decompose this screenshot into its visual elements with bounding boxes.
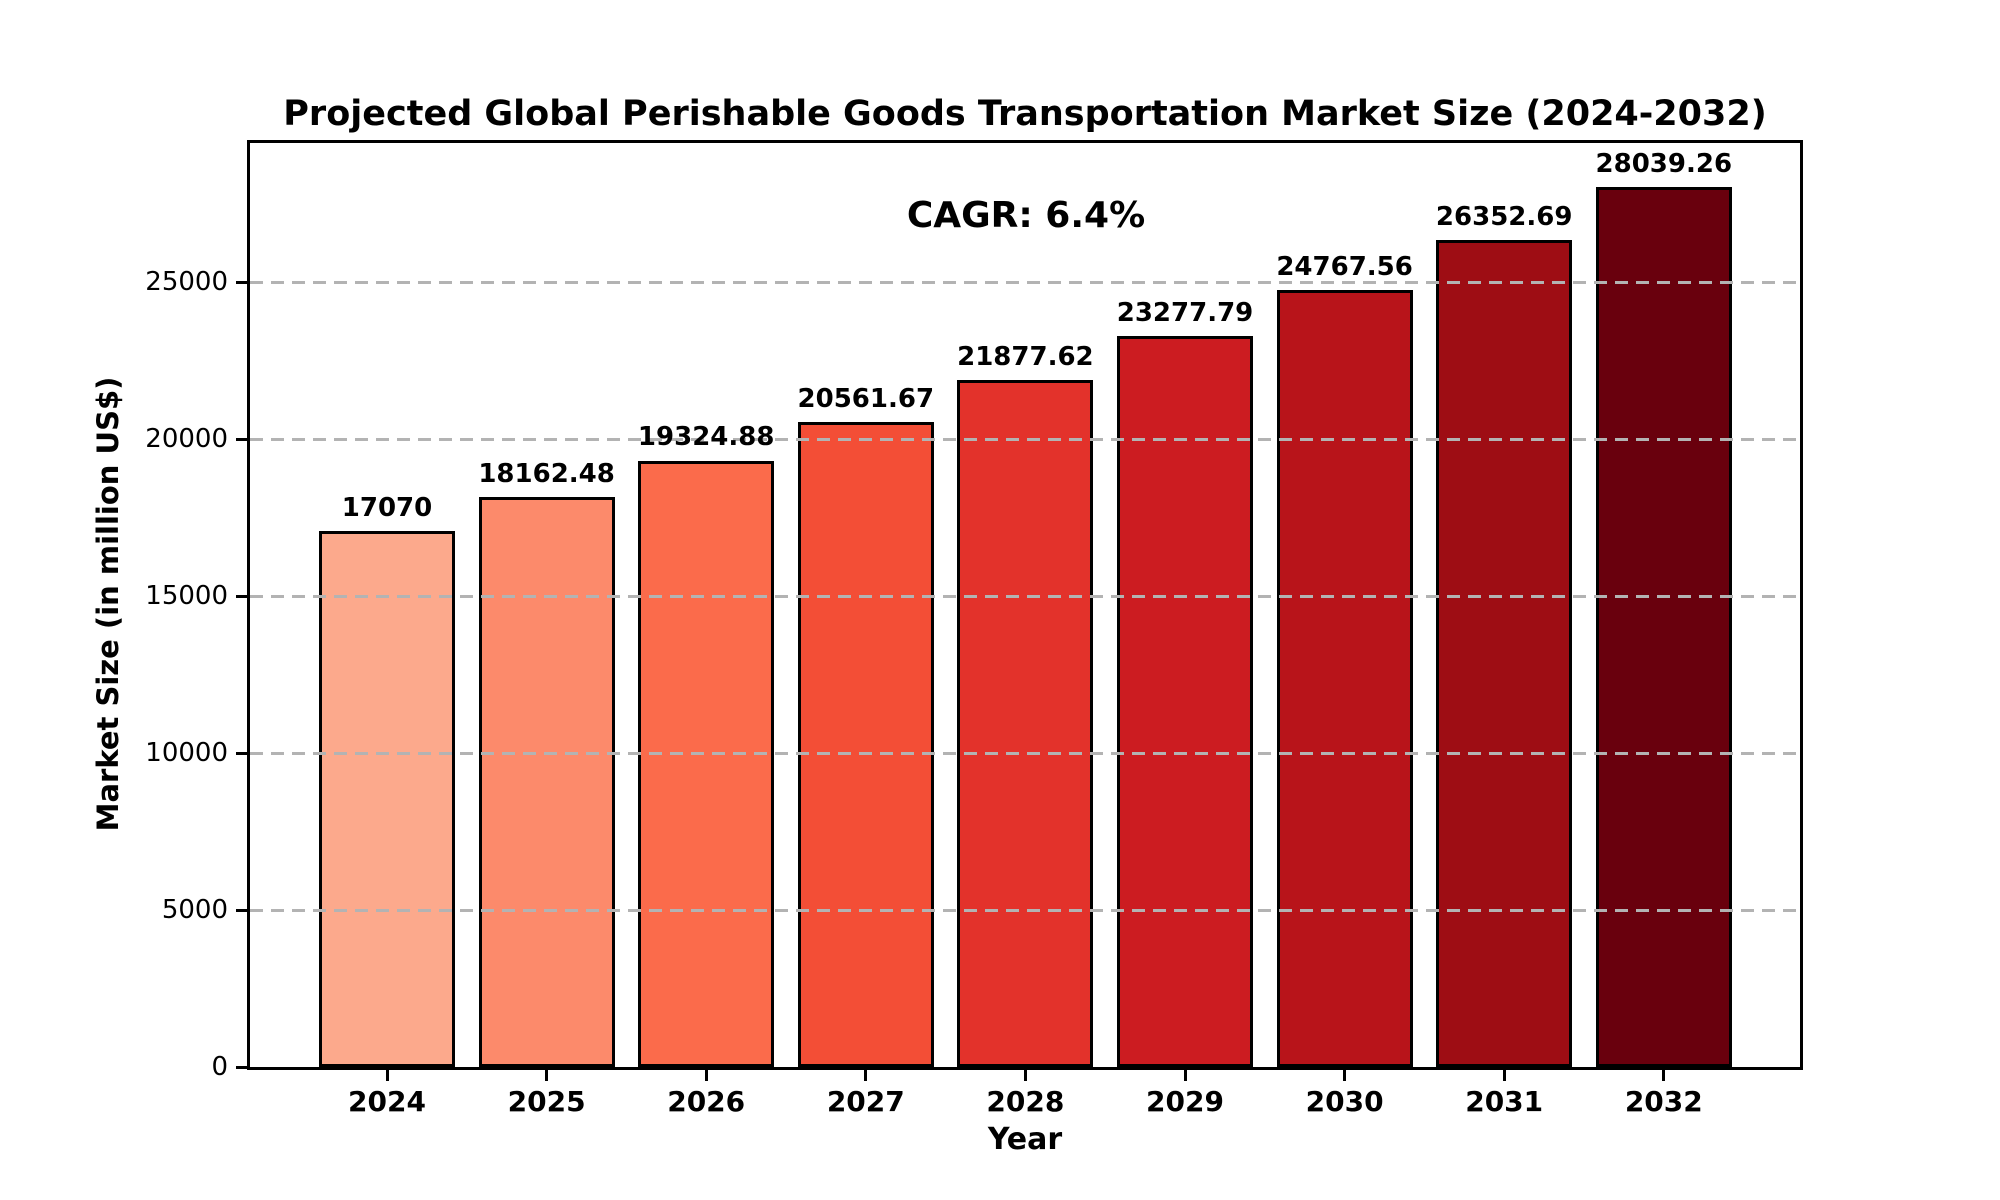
gridline-15000 <box>250 594 1800 598</box>
plot-area: CAGR: 6.4% 17070 18162.48 19324.88 20561.67… <box>247 140 1803 1070</box>
y-tick-mark-5000 <box>236 908 247 912</box>
bar-2027 <box>797 421 934 1067</box>
y-tick-label-25000: 25000 <box>145 267 228 298</box>
bar-2030 <box>1276 289 1413 1067</box>
bar-2029 <box>1117 336 1253 1067</box>
y-tick-mark-0 <box>236 1065 247 1069</box>
gridline-5000 <box>250 908 1800 912</box>
x-tick-mark-2031 <box>1502 1070 1506 1081</box>
y-tick-mark-10000 <box>236 751 247 755</box>
y-tick-label-15000: 15000 <box>145 581 228 612</box>
y-tick-label-20000: 20000 <box>145 424 228 455</box>
bar-2025 <box>478 496 615 1067</box>
y-tick-label-5000: 5000 <box>161 895 228 926</box>
bar-2026 <box>638 460 775 1067</box>
bar-value-label-2024: 17070 <box>341 493 433 524</box>
x-tick-mark-2029 <box>1183 1070 1187 1081</box>
x-tick-label-2031: 2031 <box>1465 1085 1544 1118</box>
gridline-25000 <box>250 280 1800 284</box>
bar-value-label-2030: 24767.56 <box>1276 251 1413 282</box>
x-tick-label-2028: 2028 <box>986 1085 1065 1118</box>
x-tick-label-2029: 2029 <box>1146 1085 1224 1118</box>
x-tick-mark-2032 <box>1662 1070 1666 1081</box>
y-tick-mark-25000 <box>236 280 247 284</box>
bar-value-label-2025: 18162.48 <box>478 458 615 489</box>
bar-2032 <box>1595 187 1732 1067</box>
x-tick-label-2025: 2025 <box>507 1085 586 1118</box>
y-tick-label-10000: 10000 <box>145 738 228 769</box>
x-axis-label: Year <box>987 1122 1063 1157</box>
y-tick-mark-15000 <box>236 594 247 598</box>
x-tick-mark-2026 <box>704 1070 708 1081</box>
x-tick-mark-2028 <box>1023 1070 1027 1081</box>
bar-value-label-2029: 23277.79 <box>1116 298 1254 329</box>
x-tick-label-2030: 2030 <box>1305 1085 1384 1118</box>
x-tick-label-2032: 2032 <box>1624 1085 1703 1118</box>
gridline-10000 <box>250 751 1800 755</box>
cagr-annotation: CAGR: 6.4% <box>906 195 1146 236</box>
x-tick-label-2024: 2024 <box>348 1085 426 1118</box>
bar-value-label-2027: 20561.67 <box>797 383 935 414</box>
bar-2024 <box>319 531 455 1067</box>
x-tick-mark-2027 <box>864 1070 868 1081</box>
chart-title: Projected Global Perishable Goods Transp… <box>283 94 1767 134</box>
bar-value-label-2026: 19324.88 <box>637 422 775 453</box>
x-tick-mark-2025 <box>545 1070 549 1081</box>
bar-value-label-2031: 26352.69 <box>1435 201 1573 232</box>
y-tick-label-0: 0 <box>211 1052 228 1082</box>
gridline-20000 <box>250 437 1800 441</box>
x-tick-label-2027: 2027 <box>826 1085 905 1118</box>
bar-value-label-2032: 28039.26 <box>1595 148 1733 179</box>
x-tick-mark-2030 <box>1343 1070 1347 1081</box>
x-tick-mark-2024 <box>385 1070 389 1081</box>
bar-2028 <box>957 380 1094 1067</box>
bar-value-label-2028: 21877.62 <box>957 342 1094 373</box>
y-tick-mark-20000 <box>236 437 247 441</box>
x-tick-label-2026: 2026 <box>667 1085 746 1118</box>
bar-2031 <box>1436 239 1573 1067</box>
